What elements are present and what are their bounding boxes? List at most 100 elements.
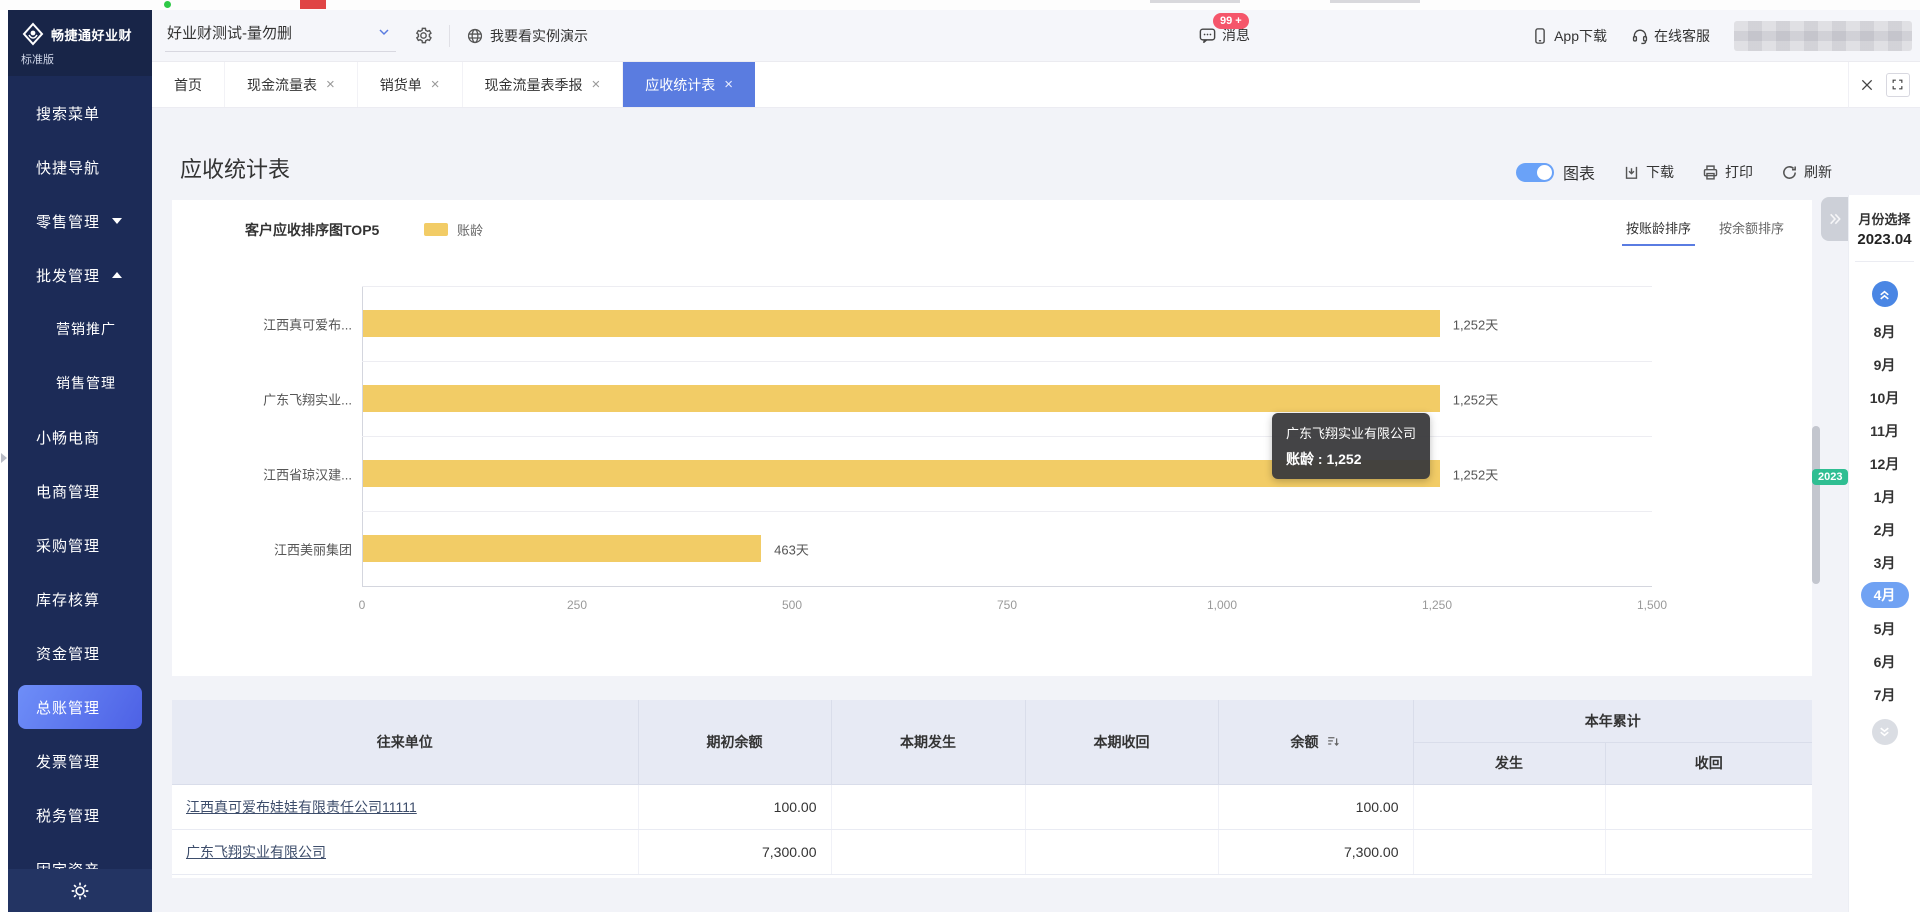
sidebar: 畅捷通好业财 标准版 搜索菜单 快捷导航 零售管理 批发管理 营销推广 销售管理 小畅电商电…: [8, 10, 152, 912]
page-title: 应收统计表: [180, 157, 291, 182]
month-item-3月[interactable]: 3月: [1873, 554, 1896, 571]
app-download-button[interactable]: App下载: [1531, 26, 1607, 46]
demo-link[interactable]: 我要看实例演示: [466, 26, 588, 46]
tab-销货单[interactable]: 销货单 ×: [358, 62, 463, 107]
tab-close-icon[interactable]: ×: [591, 76, 601, 93]
close-all-tabs-button[interactable]: [1859, 77, 1875, 93]
month-item-9月[interactable]: 9月: [1873, 356, 1896, 373]
customer-cell: 江西真可爱布娃娃有限责任公司11111: [172, 784, 639, 830]
month-item-1月[interactable]: 1月: [1873, 488, 1896, 505]
settings-gear-icon[interactable]: [414, 26, 433, 45]
legend-label: 账龄: [457, 223, 484, 238]
x-axis-line: [362, 586, 1652, 587]
sidebar-item-库存核算[interactable]: 库存核算: [8, 572, 152, 626]
sidebar-item-税务管理[interactable]: 税务管理: [8, 788, 152, 842]
bar-category-label: 江西美丽集团: [273, 542, 352, 557]
tab-close-icon[interactable]: ×: [430, 76, 440, 93]
tab-应收统计表[interactable]: 应收统计表 ×: [623, 62, 756, 107]
bar[interactable]: [363, 385, 1440, 412]
headset-icon: [1631, 27, 1649, 45]
sidebar-item-批发管理[interactable]: 批发管理: [8, 248, 152, 302]
sidebar-item-总账管理[interactable]: 总账管理: [18, 685, 142, 729]
sidebar-item-label: 营销推广: [56, 321, 116, 337]
sidebar-item-资金管理[interactable]: 资金管理: [8, 626, 152, 680]
messages-label: 消息: [1222, 27, 1250, 43]
sort-icon[interactable]: [1326, 734, 1341, 749]
customer-link[interactable]: 江西真可爱布娃娃有限责任公司11111: [186, 798, 417, 815]
month-item-10月[interactable]: 10月: [1869, 389, 1900, 406]
sidebar-item-采购管理[interactable]: 采购管理: [8, 518, 152, 572]
table-cell: [1413, 829, 1606, 875]
triangle-up-icon: [112, 272, 123, 278]
month-item-12月[interactable]: 12月: [1869, 455, 1900, 472]
messages-button[interactable]: 消息 99 +: [1198, 13, 1250, 45]
online-support-label: 在线客服: [1654, 28, 1710, 44]
app-download-label: App下载: [1554, 28, 1607, 44]
month-item-6月[interactable]: 6月: [1873, 653, 1896, 670]
month-item-8月[interactable]: 8月: [1873, 323, 1896, 340]
bar-category-label: 广东飞翔实业...: [263, 392, 352, 407]
download-label: 下载: [1646, 164, 1674, 180]
panel-collapse-handle[interactable]: [1821, 197, 1848, 241]
receivables-table: 往来单位 期初余额 本期发生 本期收回 余额: [172, 700, 1812, 875]
sidebar-item-快捷导航[interactable]: 快捷导航: [8, 140, 152, 194]
sort-by-age-tab[interactable]: 按账龄排序: [1621, 218, 1696, 246]
month-scroll-up-button[interactable]: [1871, 273, 1898, 315]
tab-label: 现金流量表: [247, 76, 317, 93]
tab-现金流量表季报[interactable]: 现金流量表季报 ×: [463, 62, 624, 107]
month-scroll-down-button[interactable]: [1871, 711, 1898, 753]
month-item-5月[interactable]: 5月: [1873, 620, 1896, 637]
browser-red-fragment: [300, 0, 326, 9]
tab-首页[interactable]: 首页: [152, 62, 225, 107]
month-item-7月[interactable]: 7月: [1873, 686, 1896, 703]
brand-logo-icon: [21, 22, 45, 46]
workspace-name: 好业财测试-量勿删: [167, 24, 292, 42]
download-button[interactable]: 下载: [1623, 162, 1674, 182]
col-header-period-recovered: 本期收回: [1025, 700, 1219, 785]
fullscreen-icon[interactable]: [1885, 72, 1910, 97]
tab-现金流量表[interactable]: 现金流量表 ×: [225, 62, 358, 107]
sidebar-item-搜索菜单[interactable]: 搜索菜单: [8, 86, 152, 140]
sort-by-balance-tab[interactable]: 按余额排序: [1718, 221, 1784, 236]
month-item-11月[interactable]: 11月: [1870, 422, 1899, 439]
table-row: 广东飞翔实业有限公司 7,300.00 7,300.00: [172, 829, 1812, 875]
sidebar-item-营销推广[interactable]: 营销推广: [8, 302, 152, 356]
workspace-selector[interactable]: 好业财测试-量勿删: [165, 20, 396, 52]
sidebar-footer[interactable]: [8, 869, 152, 912]
month-item-4月[interactable]: 4月: [1860, 582, 1909, 608]
bar-value-label: 463天: [774, 542, 809, 557]
online-support-button[interactable]: 在线客服: [1631, 26, 1710, 46]
month-item-2月[interactable]: 2月: [1873, 521, 1896, 538]
double-chevron-right-icon: [1827, 211, 1843, 227]
tab-close-icon[interactable]: ×: [724, 76, 734, 93]
print-button[interactable]: 打印: [1702, 162, 1753, 182]
bar-value-label: 1,252天: [1452, 317, 1499, 332]
customer-link[interactable]: 广东飞翔实业有限公司: [186, 843, 326, 860]
sidebar-item-电商管理[interactable]: 电商管理: [8, 464, 152, 518]
chart-bar-row: 江西真可爱布... 1,252天: [263, 286, 1652, 361]
table-cell: [1413, 784, 1606, 830]
sidebar-collapse-arrow[interactable]: [1, 453, 7, 463]
user-info-redacted[interactable]: [1734, 21, 1912, 51]
sidebar-item-label: 总账管理: [36, 699, 101, 717]
sidebar-item-销售管理[interactable]: 销售管理: [8, 356, 152, 410]
sidebar-item-小畅电商[interactable]: 小畅电商: [8, 410, 152, 464]
chart-toggle[interactable]: 图表: [1515, 160, 1595, 184]
tab-label: 应收统计表: [645, 76, 716, 93]
chart-legend[interactable]: 账龄: [424, 220, 483, 239]
refresh-button[interactable]: 刷新: [1781, 162, 1832, 182]
month-list: 8月 9月 10月 11月 12月 1月 2月 3月 4月 5月 6月 7月: [1849, 273, 1920, 753]
tab-close-icon[interactable]: ×: [326, 76, 335, 93]
bar[interactable]: [363, 460, 1440, 487]
toggle-switch-on[interactable]: [1515, 162, 1554, 182]
main-content: 应收统计表 图表 下载 打印: [152, 108, 1848, 912]
tab-label: 首页: [174, 76, 202, 93]
sidebar-item-label: 销售管理: [56, 375, 116, 391]
sidebar-item-label: 发票管理: [36, 753, 101, 771]
sidebar-item-零售管理[interactable]: 零售管理: [8, 194, 152, 248]
sidebar-item-发票管理[interactable]: 发票管理: [8, 734, 152, 788]
bar[interactable]: [363, 535, 762, 562]
sidebar-item-label: 电商管理: [36, 483, 101, 501]
bar[interactable]: [363, 310, 1440, 337]
vertical-scrollbar-thumb[interactable]: [1812, 426, 1820, 584]
